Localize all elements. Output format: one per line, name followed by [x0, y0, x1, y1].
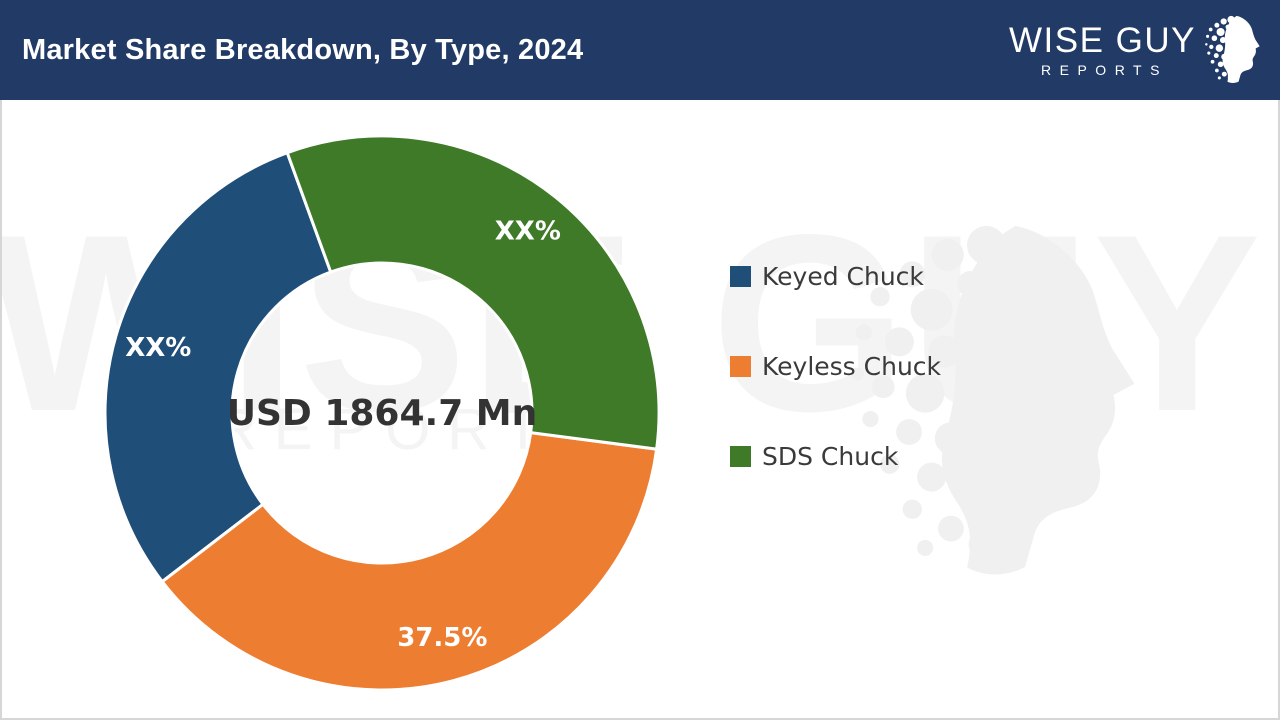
chart-legend: Keyed Chuck Keyless Chuck SDS Chuck	[730, 262, 941, 532]
segment-value-label: 37.5%	[397, 623, 487, 653]
segment-value-label: XX%	[495, 216, 561, 246]
chart-area: WISE GUY REPORTS XX%37.5%XX% USD 1864.7 …	[0, 100, 1280, 720]
legend-item-keyed-chuck: Keyed Chuck	[730, 262, 941, 290]
logo-reports-text: REPORTS	[1041, 62, 1168, 78]
legend-label: Keyed Chuck	[762, 261, 924, 291]
wiseguy-face-icon	[1205, 15, 1260, 84]
donut-segment	[160, 431, 659, 692]
wiseguy-logo-text: WISE GUY REPORTS	[1009, 23, 1196, 77]
donut-segment	[285, 134, 661, 451]
header-bar: Market Share Breakdown, By Type, 2024 WI…	[0, 0, 1280, 100]
segment-value-label: XX%	[125, 333, 191, 363]
wiseguy-logo: WISE GUY REPORTS	[1009, 6, 1264, 94]
legend-marker-keyless-chuck	[730, 355, 751, 377]
logo-wise-guy-text: WISE GUY	[1008, 21, 1196, 60]
legend-label: SDS Chuck	[762, 441, 899, 471]
donut-chart: XX% 37.5% XX%	[103, 134, 661, 692]
donut-segment	[103, 151, 333, 584]
page-title: Market Share Breakdown, By Type, 2024	[22, 33, 584, 66]
legend-marker-keyed-chuck	[730, 265, 751, 287]
legend-item-sds-chuck: SDS Chuck	[730, 442, 941, 470]
legend-item-keyless-chuck: Keyless Chuck	[730, 352, 941, 380]
legend-label: Keyless Chuck	[762, 351, 942, 381]
legend-marker-sds-chuck	[730, 445, 751, 467]
